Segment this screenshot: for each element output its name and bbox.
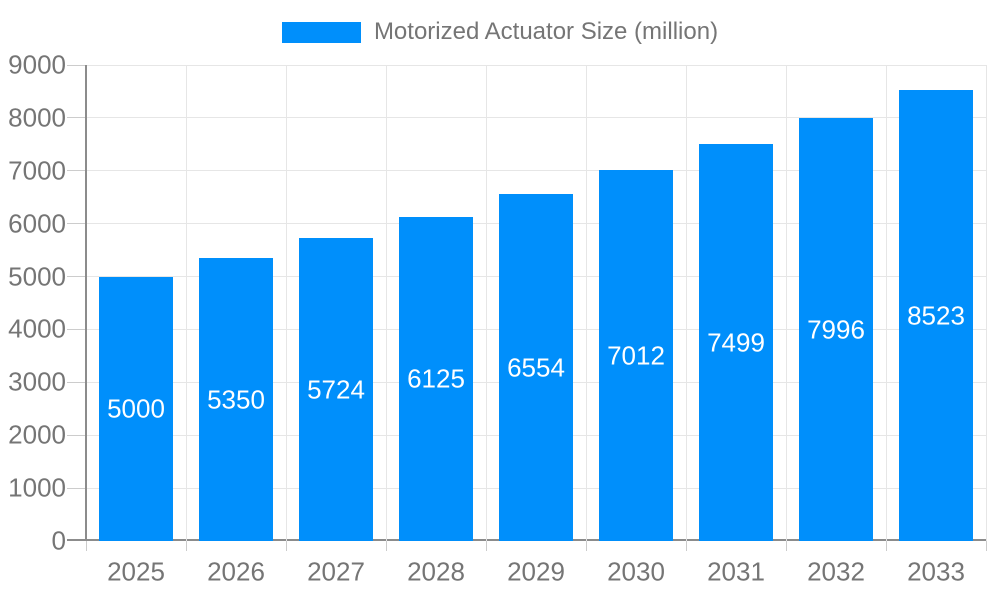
x-tick-mark bbox=[585, 541, 587, 551]
y-axis-tick-label: 4000 bbox=[8, 313, 66, 344]
gridline-vertical bbox=[285, 65, 287, 541]
x-tick-mark bbox=[285, 541, 287, 551]
bar-2029[interactable]: 6554 bbox=[499, 194, 573, 541]
x-tick-mark bbox=[385, 541, 387, 551]
gridline-horizontal bbox=[86, 64, 986, 66]
gridline-vertical bbox=[485, 65, 487, 541]
bar-value-label: 7996 bbox=[807, 314, 865, 345]
bar-2026[interactable]: 5350 bbox=[199, 258, 273, 541]
bar-value-label: 7499 bbox=[707, 327, 765, 358]
gridline-vertical bbox=[685, 65, 687, 541]
bar-2033[interactable]: 8523 bbox=[899, 90, 973, 541]
gridline-vertical bbox=[885, 65, 887, 541]
x-tick-mark bbox=[185, 541, 187, 551]
y-tick-mark bbox=[67, 64, 86, 66]
bar-value-label: 5724 bbox=[307, 374, 365, 405]
gridline-vertical bbox=[985, 65, 987, 541]
bar-value-label: 5000 bbox=[107, 393, 165, 424]
x-axis-tick-label: 2028 bbox=[407, 556, 465, 587]
bar-value-label: 7012 bbox=[607, 340, 665, 371]
x-axis-tick-label: 2026 bbox=[207, 556, 265, 587]
y-tick-mark bbox=[67, 381, 86, 383]
gridline-horizontal bbox=[86, 170, 986, 172]
gridline-vertical bbox=[785, 65, 787, 541]
legend[interactable]: Motorized Actuator Size (million) bbox=[0, 18, 1000, 46]
y-tick-mark bbox=[67, 434, 86, 436]
y-tick-mark bbox=[67, 276, 86, 278]
bar-2027[interactable]: 5724 bbox=[299, 238, 373, 541]
bar-2025[interactable]: 5000 bbox=[99, 276, 173, 541]
x-tick-mark bbox=[485, 541, 487, 551]
bar-value-label: 6554 bbox=[507, 352, 565, 383]
x-axis-tick-label: 2027 bbox=[307, 556, 365, 587]
bar-2028[interactable]: 6125 bbox=[399, 217, 473, 541]
y-tick-mark bbox=[67, 117, 86, 119]
y-axis-tick-label: 7000 bbox=[8, 155, 66, 186]
y-tick-mark bbox=[67, 487, 86, 489]
x-tick-mark bbox=[885, 541, 887, 551]
bar-value-label: 5350 bbox=[207, 384, 265, 415]
x-tick-mark bbox=[985, 541, 987, 551]
y-axis-tick-label: 2000 bbox=[8, 419, 66, 450]
y-axis-tick-label: 8000 bbox=[8, 102, 66, 133]
y-tick-mark bbox=[67, 539, 86, 541]
y-axis-line bbox=[85, 65, 87, 541]
gridline-horizontal bbox=[86, 117, 986, 119]
y-axis-tick-label: 1000 bbox=[8, 472, 66, 503]
legend-label: Motorized Actuator Size (million) bbox=[373, 18, 719, 45]
y-tick-mark bbox=[67, 223, 86, 225]
x-tick-mark bbox=[685, 541, 687, 551]
y-tick-mark bbox=[67, 328, 86, 330]
bar-2030[interactable]: 7012 bbox=[599, 170, 673, 541]
bar-value-label: 6125 bbox=[407, 363, 465, 394]
x-axis-tick-label: 2033 bbox=[907, 556, 965, 587]
bar-value-label: 8523 bbox=[907, 300, 965, 331]
legend-swatch bbox=[281, 21, 361, 43]
y-axis-tick-label: 9000 bbox=[8, 49, 66, 80]
y-tick-mark bbox=[67, 170, 86, 172]
gridline-vertical bbox=[385, 65, 387, 541]
x-axis-tick-label: 2025 bbox=[107, 556, 165, 587]
y-axis-tick-label: 3000 bbox=[8, 366, 66, 397]
x-tick-mark bbox=[785, 541, 787, 551]
x-tick-mark bbox=[86, 541, 87, 551]
x-axis-tick-label: 2032 bbox=[807, 556, 865, 587]
bar-2032[interactable]: 7996 bbox=[799, 118, 873, 541]
x-axis-tick-label: 2031 bbox=[707, 556, 765, 587]
bar-2031[interactable]: 7499 bbox=[699, 144, 773, 541]
gridline-vertical bbox=[185, 65, 187, 541]
plot-area: 5000 5350 5724 6125 6554 7012 7499 7996 8523 bbox=[67, 64, 987, 551]
y-axis-tick-label: 0 bbox=[51, 525, 66, 556]
gridline-vertical bbox=[585, 65, 587, 541]
x-axis-tick-label: 2030 bbox=[607, 556, 665, 587]
y-axis-tick-label: 5000 bbox=[8, 261, 66, 292]
x-axis-tick-label: 2029 bbox=[507, 556, 565, 587]
y-axis-tick-label: 6000 bbox=[8, 208, 66, 239]
